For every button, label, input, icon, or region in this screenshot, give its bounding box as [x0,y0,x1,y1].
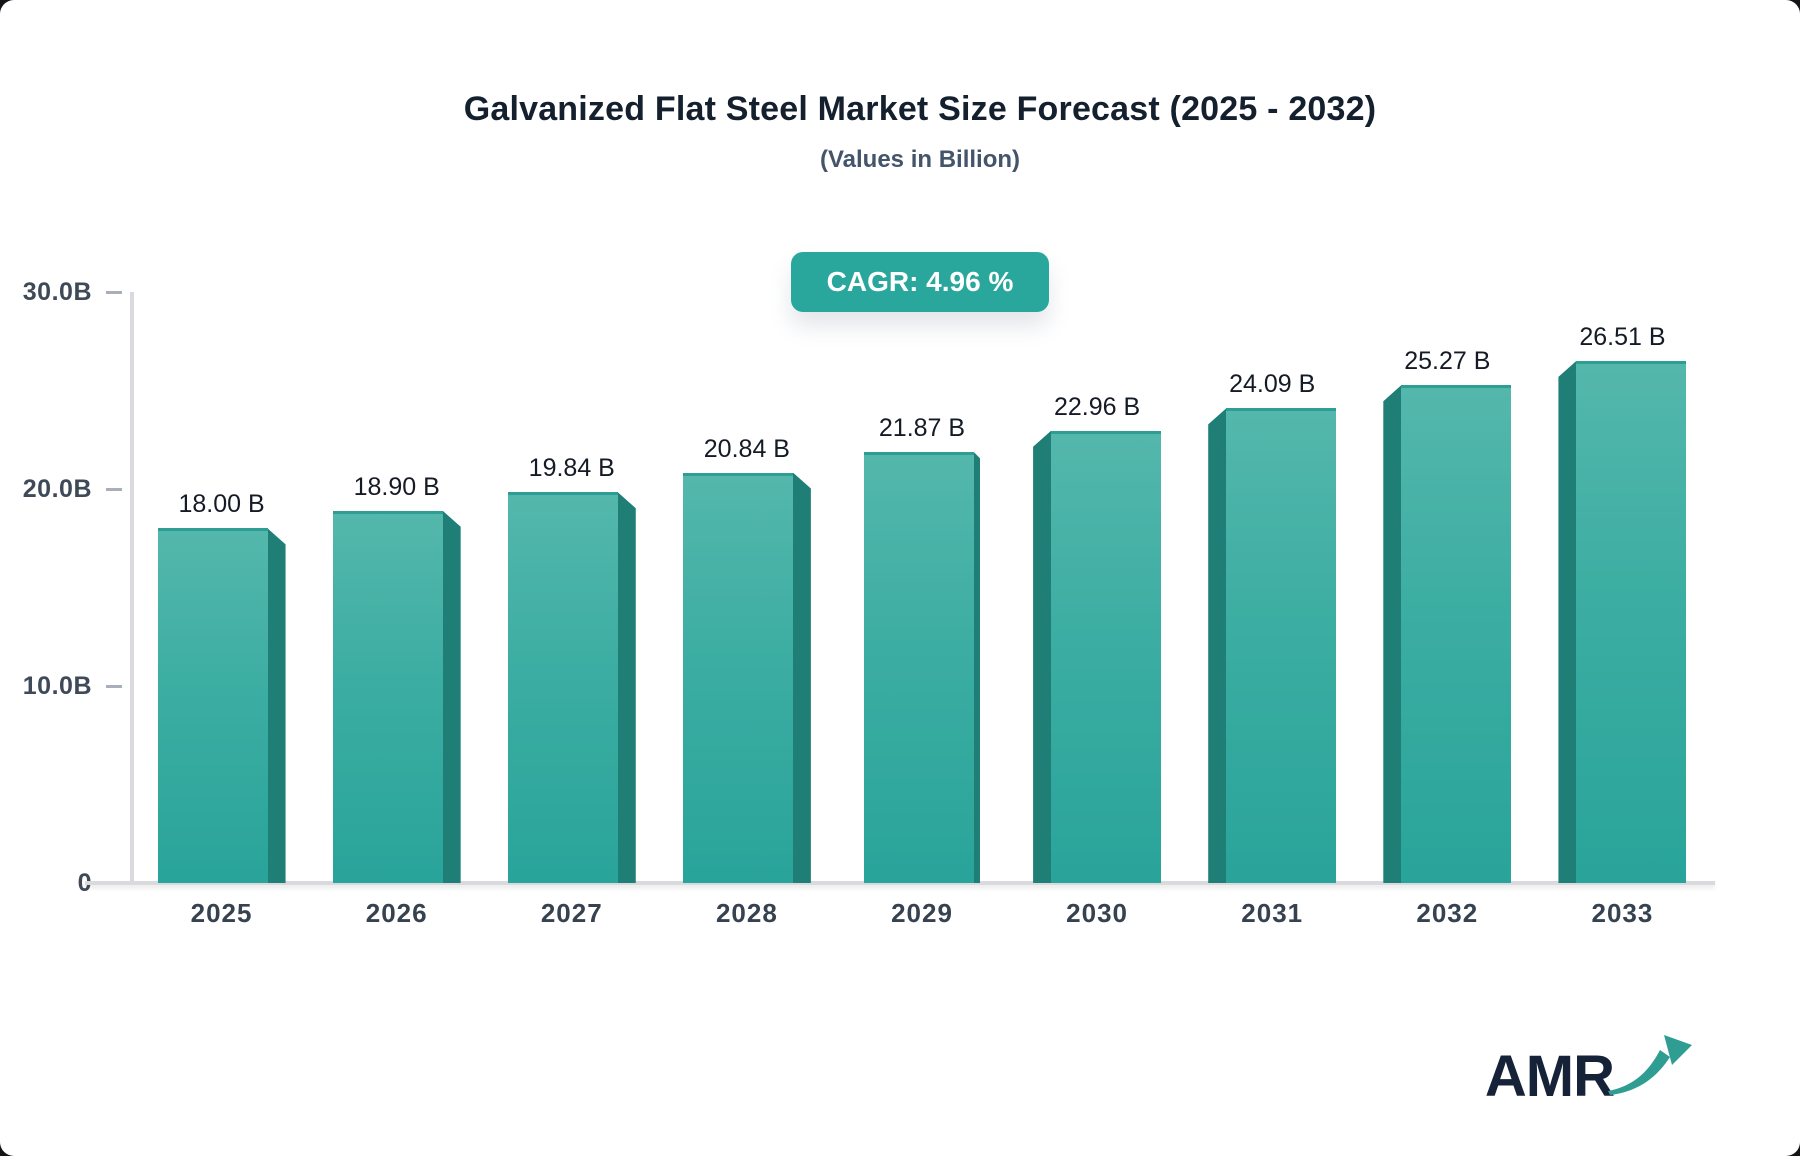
bar-value-label: 18.00 B [178,490,265,519]
y-tick: 10.0B [23,672,128,700]
bar-group-2031: 24.09 B [1185,292,1360,883]
bar-face [1401,385,1512,883]
x-axis-label-2033: 2033 [1591,898,1654,928]
y-tick-label: 30.0B [22,277,92,306]
bar-face [332,510,443,883]
x-axis-label-2028: 2028 [715,898,778,928]
y-tick: 30.0B [23,278,128,306]
bar-2028 [682,472,811,883]
bar-3d-side [1208,408,1227,883]
bar-3d-side [617,492,636,883]
bar-group-2033: 26.51 B [1535,292,1710,883]
x-axis-label-2026: 2026 [365,898,428,928]
x-axis-baseline [85,881,1715,885]
bar-2029 [863,452,980,883]
bar-value-label: 25.27 B [1404,347,1491,376]
bar-face [1051,430,1162,883]
x-axis-labels: 2025 2026 2027 2028 2029 2030 2031 2032 2033 [134,898,1710,929]
bar-group-2025: 18.00 B [134,292,309,883]
bar-3d-side [1383,385,1402,883]
x-axis-label-2031: 2031 [1241,898,1304,928]
bar-3d-side [792,472,811,883]
bar-value-label: 24.09 B [1229,370,1316,399]
bar-3d-side [973,452,980,883]
x-axis-label-2032: 2032 [1416,898,1479,928]
bars-row: 18.00 B 18.90 B 19.84 B 20.84 B 21.87 B 22.96… [134,292,1710,883]
y-tick-mark [106,684,122,688]
bar-value-label: 18.90 B [353,472,440,501]
y-tick-mark [106,290,122,294]
bar-value-label: 26.51 B [1579,322,1666,351]
bar-2031 [1208,408,1337,883]
bar-face [1226,408,1337,883]
bar-face [1576,360,1687,883]
bar-2026 [332,510,461,883]
bar-3d-side [1033,430,1052,883]
bar-face [682,472,793,883]
bar-face [507,492,618,883]
bar-3d-side [442,510,461,883]
x-axis-label-2030: 2030 [1066,898,1129,928]
bar-3d-side [1558,360,1577,883]
x-axis-label-2029: 2029 [891,898,953,928]
bar-2033 [1558,360,1687,883]
bar-group-2032: 25.27 B [1360,292,1535,883]
y-axis-line [130,292,134,883]
bar-2027 [507,492,636,883]
chart-subtitle: (Values in Billion) [819,146,1021,173]
bar-group-2030: 22.96 B [1010,292,1185,883]
amr-logo: AMR [1485,1035,1692,1106]
bar-group-2029: 21.87 B [834,292,1009,883]
growth-arrow-icon [1608,1035,1692,1104]
bar-2030 [1033,430,1162,883]
bar-value-label: 19.84 B [528,454,615,483]
x-axis-label-2027: 2027 [540,898,603,928]
bar-3d-side [267,528,286,883]
bar-value-label: 22.96 B [1054,392,1141,421]
bar-value-label: 20.84 B [703,434,790,463]
y-tick-label: 0 [78,869,92,898]
y-axis: 30.0B 20.0B 10.0B 0 [0,278,128,897]
amr-logo-text: AMR [1484,1044,1615,1109]
y-tick-mark [106,487,122,491]
bar-face [157,528,268,883]
y-tick: 20.0B [23,475,128,503]
chart-title: Galvanized Flat Steel Market Size Foreca… [463,90,1377,128]
bar-group-2026: 18.90 B [309,292,484,883]
x-axis-label-2025: 2025 [190,898,253,928]
y-tick-label: 10.0B [22,671,92,700]
bar-2032 [1383,385,1512,883]
cagr-badge-row: CAGR: 4.96 % [130,252,1710,312]
bar-group-2027: 19.84 B [484,292,659,883]
bar-face [863,452,974,883]
y-tick-label: 20.0B [22,474,92,503]
cagr-badge: CAGR: 4.96 % [790,252,1050,312]
bar-value-label: 21.87 B [878,414,966,443]
bar-group-2028: 20.84 B [659,292,834,883]
bar-2025 [157,528,286,883]
